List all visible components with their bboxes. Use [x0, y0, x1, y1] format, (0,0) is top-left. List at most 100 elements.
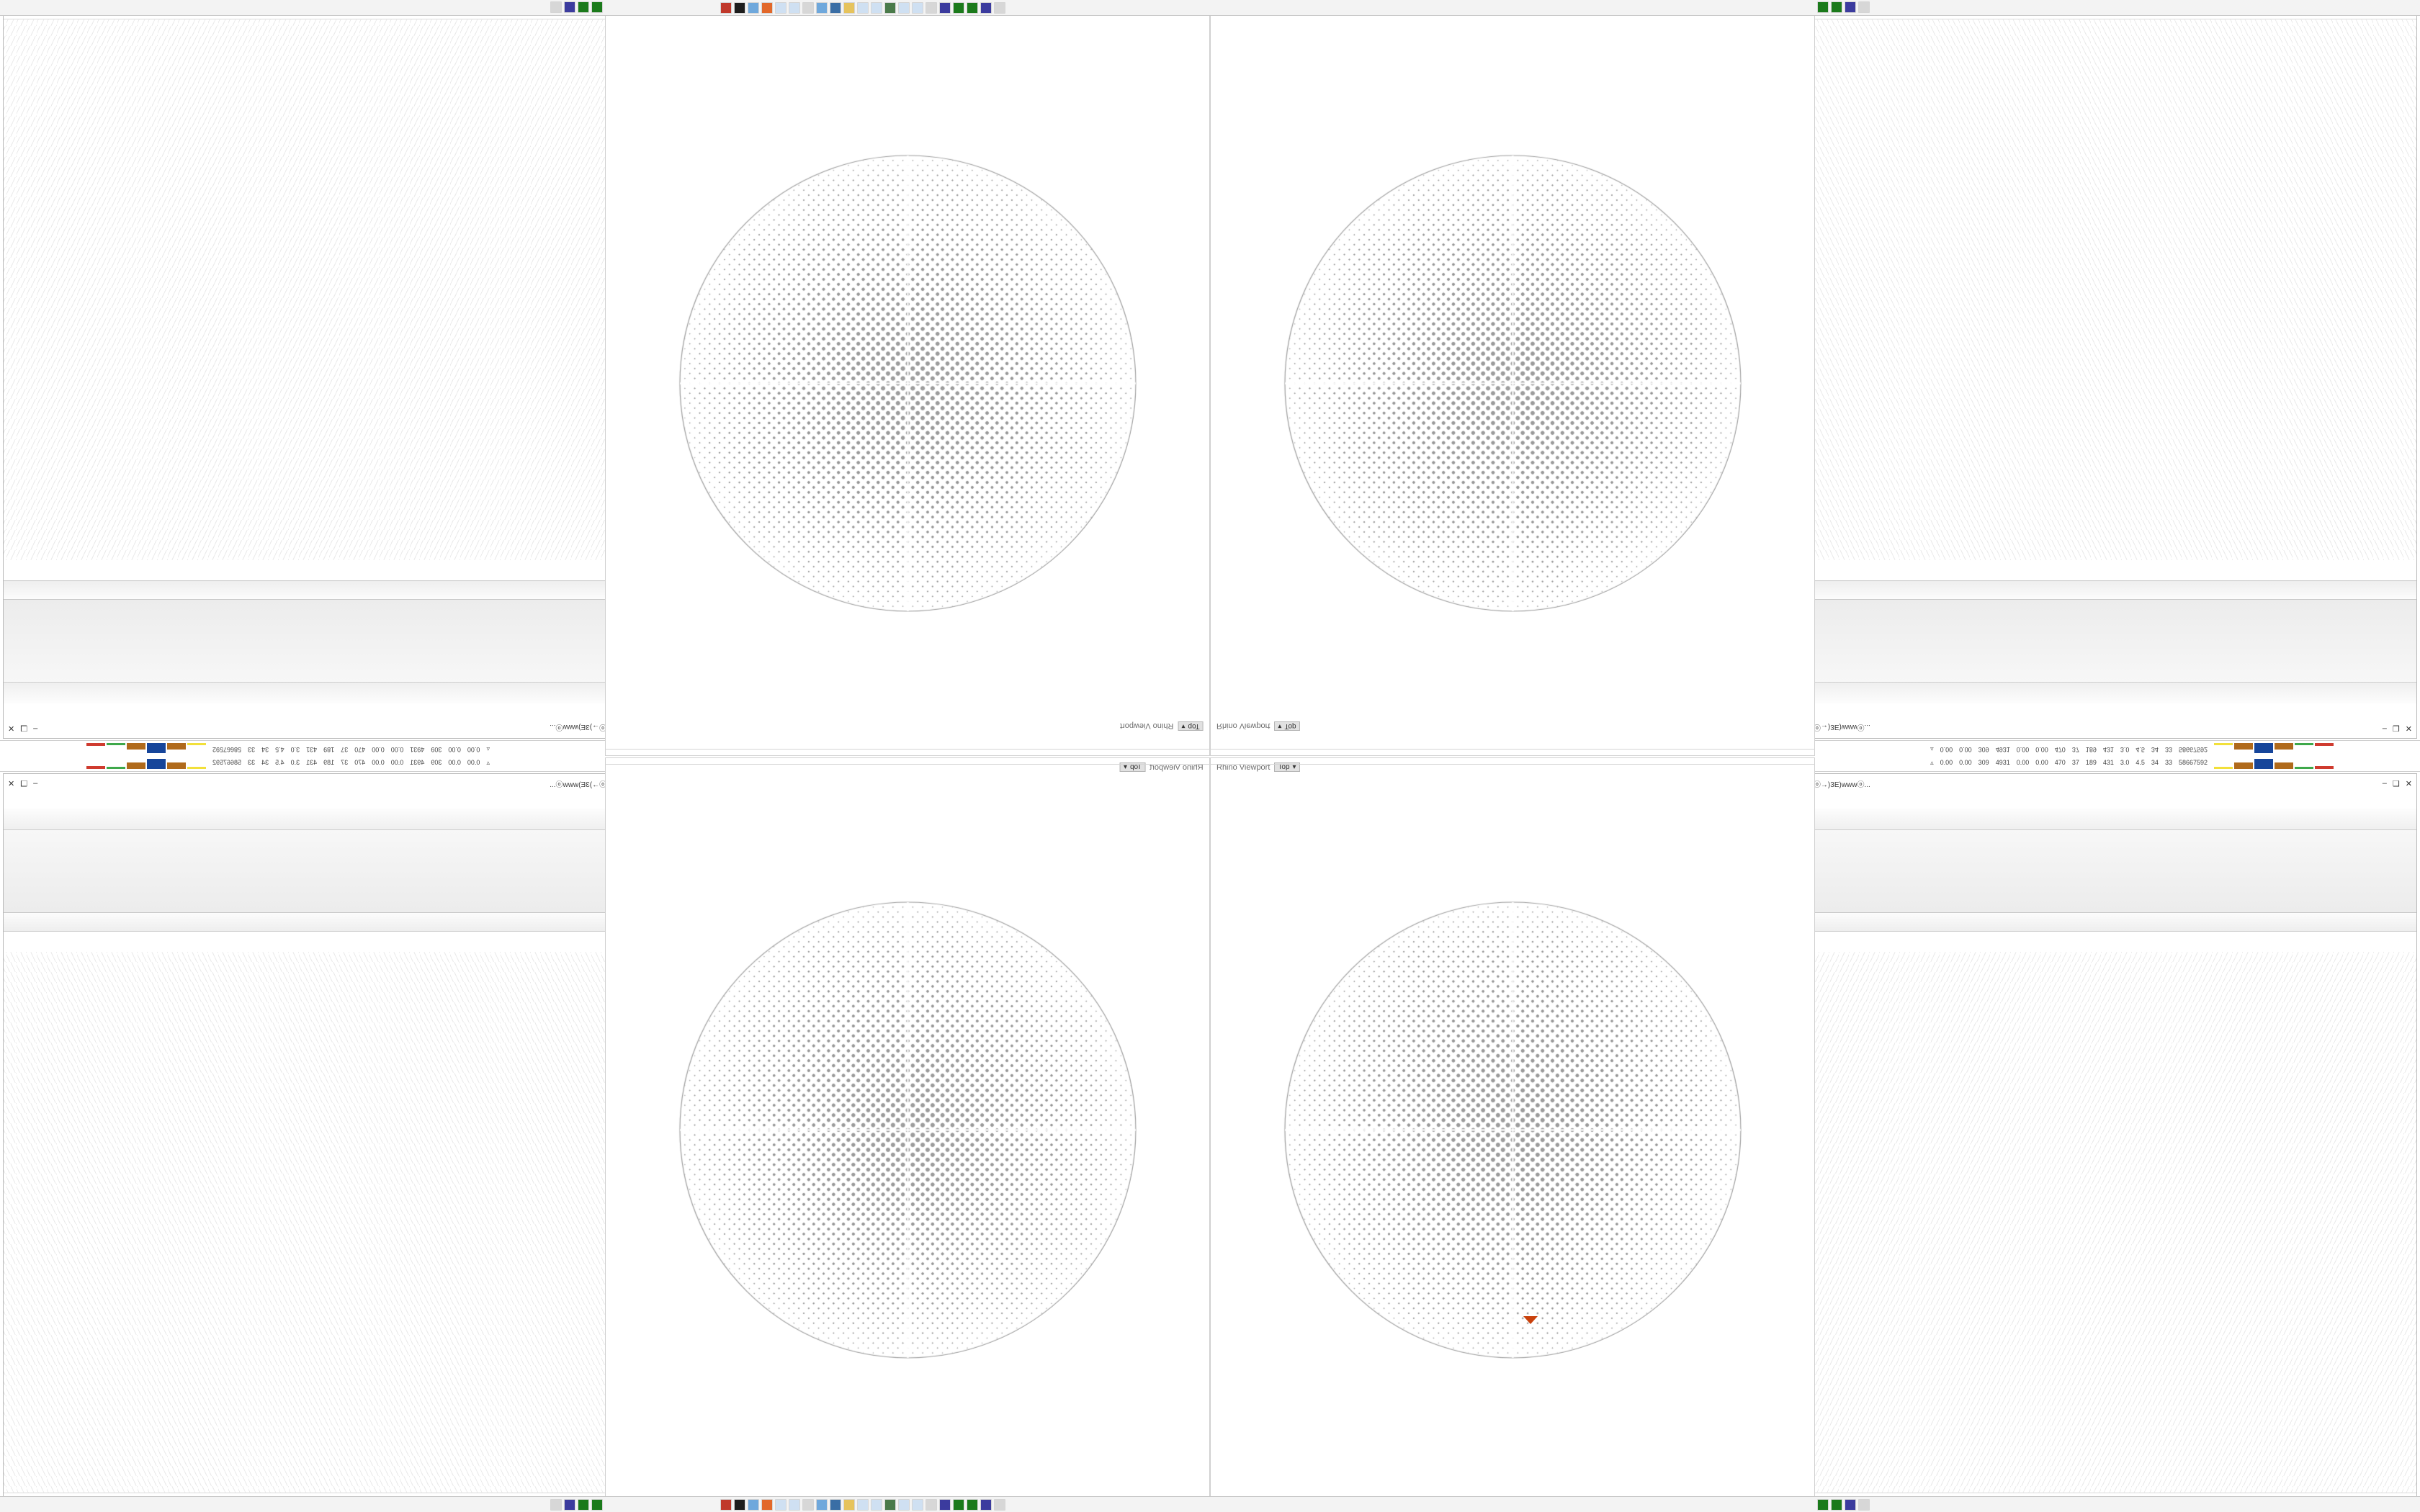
- taskbar-icon-list[interactable]: [720, 1, 1005, 14]
- viewport-label-tr[interactable]: Rhino Viewport ▾ Top: [1216, 721, 1300, 731]
- contact-icon[interactable]: [830, 1, 841, 14]
- rhino-viewport-top-left[interactable]: Rhino Viewport Top ▾: [605, 10, 1210, 756]
- chevron-down-icon[interactable]: ▾: [1278, 722, 1282, 730]
- scroll-icon[interactable]: [994, 1, 1005, 14]
- scroll-icon[interactable]: [1858, 1498, 1870, 1511]
- calc-icon[interactable]: [748, 1498, 759, 1511]
- swatch: [2295, 766, 2313, 769]
- maximize-button[interactable]: ❑: [2392, 779, 2400, 788]
- window-controls[interactable]: – ❑ ✕: [8, 779, 45, 788]
- terminal-green-icon[interactable]: [578, 1498, 589, 1511]
- swatch: [127, 743, 145, 750]
- terminal-green-icon[interactable]: [953, 1, 964, 14]
- firefox-icon[interactable]: [761, 1498, 773, 1511]
- ink-icon[interactable]: [734, 1498, 745, 1511]
- notepad-icon[interactable]: [871, 1498, 882, 1511]
- minimize-button[interactable]: –: [33, 724, 38, 734]
- terminal-green-icon[interactable]: [578, 1, 589, 14]
- close-button[interactable]: ✕: [2405, 724, 2412, 733]
- maximize-button[interactable]: ❑: [20, 779, 28, 788]
- terminal-green-icon[interactable]: [967, 1498, 978, 1511]
- windows-taskbar-top[interactable]: [605, 0, 1815, 16]
- viewport-label-tl[interactable]: Rhino Viewport Top ▾: [1120, 721, 1204, 731]
- monitor-icon[interactable]: [884, 1498, 896, 1511]
- close-button[interactable]: ✕: [8, 724, 15, 733]
- floppy-64-icon[interactable]: [1845, 1, 1856, 14]
- close-button[interactable]: ✕: [2405, 779, 2412, 788]
- rhino-viewport-bottom-left[interactable]: Rhino Viewport Top ▾: [605, 757, 1210, 1502]
- notepad-icon[interactable]: [775, 1, 786, 14]
- status-num: 4.5: [275, 758, 284, 766]
- swatch: [2234, 743, 2253, 750]
- scroll-icon[interactable]: [926, 1498, 937, 1511]
- status-num: 0.00: [1940, 746, 1953, 754]
- terminal-green-icon[interactable]: [591, 1498, 603, 1511]
- notepad-icon[interactable]: [912, 1498, 923, 1511]
- folder-icon[interactable]: [843, 1, 855, 14]
- chevron-down-icon[interactable]: ▾: [1181, 722, 1186, 730]
- scroll-icon[interactable]: [550, 1498, 562, 1511]
- terminal-green-icon[interactable]: [591, 1, 603, 14]
- window-controls[interactable]: – ❑ ✕: [2375, 779, 2412, 788]
- contact-icon[interactable]: [830, 1498, 841, 1511]
- maximize-button[interactable]: ❑: [2392, 724, 2400, 733]
- taskbar-icon-list[interactable]: [720, 1498, 1005, 1511]
- notepad-icon[interactable]: [898, 1498, 910, 1511]
- status-num: 3.0: [290, 758, 300, 766]
- window-controls[interactable]: – ❑ ✕: [8, 724, 45, 734]
- ink-icon[interactable]: [734, 1, 745, 14]
- terminal-green-icon[interactable]: [953, 1498, 964, 1511]
- firefox-icon[interactable]: [761, 1, 773, 14]
- monitor-icon[interactable]: [884, 1, 896, 14]
- notepad-icon[interactable]: [912, 1, 923, 14]
- floppy-64-icon[interactable]: [980, 1498, 992, 1511]
- calc-icon[interactable]: [816, 1498, 828, 1511]
- notepad-icon[interactable]: [857, 1498, 869, 1511]
- status-num: 58667592: [2178, 746, 2208, 754]
- maximize-button[interactable]: ❑: [20, 724, 28, 733]
- minimize-button[interactable]: –: [33, 778, 38, 788]
- notepad-icon[interactable]: [789, 1, 800, 14]
- terminal-green-icon[interactable]: [1831, 1498, 1842, 1511]
- calc-icon[interactable]: [816, 1, 828, 14]
- viewport-label-br[interactable]: Rhino Viewport Top ▾: [1216, 762, 1300, 772]
- notepad-icon[interactable]: [871, 1, 882, 14]
- close-button[interactable]: ✕: [8, 779, 15, 788]
- view-dropdown[interactable]: Top ▾: [1178, 721, 1204, 731]
- card-red-icon[interactable]: [720, 1498, 732, 1511]
- minimize-button[interactable]: –: [2382, 724, 2387, 734]
- scroll-icon[interactable]: [802, 1498, 814, 1511]
- minimize-button[interactable]: –: [2382, 778, 2387, 788]
- terminal-green-icon[interactable]: [1817, 1, 1829, 14]
- windows-taskbar-bottom[interactable]: [605, 1496, 1815, 1512]
- floppy-b-icon[interactable]: [939, 1, 951, 14]
- folder-icon[interactable]: [843, 1498, 855, 1511]
- card-red-icon[interactable]: [720, 1, 732, 14]
- terminal-green-icon[interactable]: [1817, 1498, 1829, 1511]
- scroll-icon[interactable]: [926, 1, 937, 14]
- floppy-b-icon[interactable]: [939, 1498, 951, 1511]
- floppy-64-icon[interactable]: [1845, 1498, 1856, 1511]
- status-num: 58667592: [212, 746, 242, 754]
- floppy-64-icon[interactable]: [564, 1498, 575, 1511]
- floppy-64-icon[interactable]: [980, 1, 992, 14]
- chevron-down-icon[interactable]: ▾: [1292, 763, 1296, 771]
- floppy-64-icon[interactable]: [564, 1, 575, 14]
- rhino-viewport-top-right[interactable]: Rhino Viewport ▾ Top: [1210, 10, 1815, 756]
- notepad-icon[interactable]: [775, 1498, 786, 1511]
- notepad-icon[interactable]: [898, 1, 910, 14]
- notepad-icon[interactable]: [857, 1, 869, 14]
- scroll-icon[interactable]: [1858, 1, 1870, 14]
- notepad-icon[interactable]: [789, 1498, 800, 1511]
- terminal-green-icon[interactable]: [967, 1, 978, 14]
- scroll-icon[interactable]: [550, 1, 562, 14]
- waterman-polyhedron-render: [1283, 153, 1742, 613]
- window-controls[interactable]: – ❑ ✕: [2375, 724, 2412, 734]
- scroll-icon[interactable]: [994, 1498, 1005, 1511]
- calc-icon[interactable]: [748, 1, 759, 14]
- scroll-icon[interactable]: [802, 1, 814, 14]
- view-dropdown[interactable]: ▾ Top: [1274, 721, 1300, 731]
- terminal-green-icon[interactable]: [1831, 1, 1842, 14]
- rhino-viewport-bottom-right[interactable]: Rhino Viewport Top ▾: [1210, 757, 1815, 1502]
- view-dropdown[interactable]: Top ▾: [1274, 762, 1300, 772]
